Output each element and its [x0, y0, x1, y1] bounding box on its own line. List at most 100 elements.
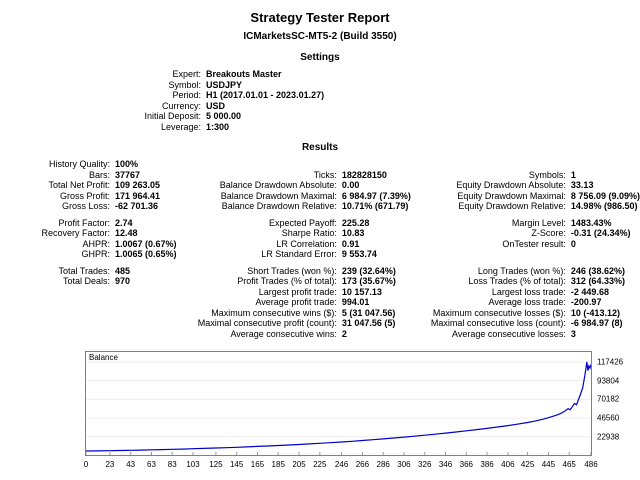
results-section-title: Results: [301, 142, 339, 153]
result-value: 239 (32.64%): [341, 265, 396, 276]
result-value: 0.00: [341, 180, 360, 190]
result-label: Largest loss trade:: [491, 286, 566, 297]
results-row: Average profit trade: 994.01 Average loss …: [8, 297, 640, 308]
x-axis-label: 23: [105, 460, 115, 469]
result-value: [115, 318, 193, 329]
result-value: 33.13: [570, 180, 594, 190]
result-label: Margin Level:: [511, 217, 566, 228]
result-value: 10.71% (671.79): [341, 201, 409, 211]
x-axis-label: 445: [541, 460, 556, 469]
result-value: 1.0065 (0.65%): [115, 249, 177, 259]
x-axis-label: 465: [562, 460, 576, 469]
result-value: [571, 159, 640, 170]
result-value: 171 964.41: [115, 190, 161, 201]
x-axis-label: 386: [480, 460, 494, 469]
result-value: [115, 297, 193, 308]
settings-row: Symbol: USDJPY: [88, 80, 324, 91]
result-value: -0.31 (24.34%): [570, 228, 631, 238]
result-value: 182828150: [341, 169, 387, 180]
result-label: Average profit trade:: [255, 297, 337, 307]
result-label: OnTester result:: [502, 238, 566, 249]
results-row: Gross Profit: 171 964.41 Balance Drawdown …: [8, 191, 640, 202]
chart-legend-balance: Balance: [89, 353, 118, 362]
x-axis-label: 125: [209, 460, 223, 469]
result-value: [342, 159, 431, 170]
result-label: Sharpe Ratio:: [281, 228, 337, 238]
result-label: LR Standard Error:: [261, 249, 337, 259]
result-value: 37767: [115, 169, 141, 180]
result-label: Balance Drawdown Relative:: [221, 201, 337, 211]
setting-value: H1 (2017.01.01 - 2023.01.27): [206, 90, 325, 100]
result-label: Average loss trade:: [488, 297, 566, 307]
result-value: -62 701.36: [115, 201, 159, 211]
setting-value: USDJPY: [206, 79, 243, 90]
result-label: Total Deals:: [62, 276, 111, 286]
x-axis-label: 83: [167, 460, 177, 469]
x-axis-label: 225: [313, 460, 327, 469]
result-label: Expected Payoff:: [268, 217, 337, 228]
result-label: Maximum consecutive losses ($):: [432, 307, 566, 318]
result-label: Maximal consecutive loss (count):: [430, 318, 566, 328]
setting-label: Expert:: [172, 69, 201, 79]
setting-value: 5 000.00: [206, 111, 242, 121]
result-value: 173 (35.67%): [341, 276, 396, 286]
settings-section-title: Settings: [300, 52, 340, 63]
results-row: Profit Factor: 2.74 Expected Payoff: 225.28…: [8, 218, 640, 229]
x-axis-label: 266: [355, 460, 370, 469]
result-value: -2 449.68: [570, 286, 609, 297]
balance-curve: [86, 361, 591, 455]
result-label: Recovery Factor:: [41, 228, 111, 238]
result-label: [8, 308, 115, 319]
results-row: AHPR: 1.0067 (0.67%) LR Correlation: 0.91 On…: [8, 239, 640, 250]
results-row: Total Net Profit: 109 263.05 Balance Drawd…: [8, 180, 640, 191]
x-axis-label: 486: [584, 460, 598, 469]
x-axis-label: 43: [126, 460, 136, 469]
results-table: History Quality: 100% Bars: 37767 Ticks: 1828…: [8, 159, 640, 339]
result-label: [431, 159, 571, 170]
settings-row: Period: H1 (2017.01.01 - 2023.01.27): [88, 90, 324, 101]
y-axis-label: 70182: [597, 394, 620, 404]
result-value: 12.48: [115, 228, 138, 238]
results-row: Average consecutive wins: 2 Average consec…: [8, 329, 640, 340]
result-label: LR Correlation:: [276, 238, 337, 249]
result-value: [115, 308, 193, 319]
x-axis-label: 205: [292, 460, 306, 469]
result-label: [193, 159, 342, 170]
result-label: [8, 329, 115, 340]
result-label: [431, 249, 571, 260]
result-label: Symbols:: [528, 169, 566, 180]
result-value: -6 984.97 (8): [570, 318, 623, 328]
result-value: 1483.43%: [570, 217, 612, 228]
x-axis-label: 306: [397, 460, 411, 469]
setting-value: USD: [206, 100, 226, 111]
y-axis-label: 46560: [597, 413, 620, 423]
result-value: 246 (38.62%): [570, 265, 625, 276]
result-label: Maximum consecutive wins ($):: [211, 307, 337, 318]
setting-value: 1:300: [206, 121, 230, 132]
result-label: Equity Drawdown Relative:: [458, 201, 566, 211]
result-value: 0.91: [341, 238, 360, 249]
result-value: [115, 287, 193, 298]
result-label: Maximal consecutive profit (count):: [197, 318, 337, 328]
result-value: 225.28: [341, 217, 370, 228]
result-label: Short Trades (won %):: [247, 265, 337, 276]
result-value: 100%: [115, 159, 139, 169]
results-row: Gross Loss: -62 701.36 Balance Drawdown Re…: [8, 201, 640, 212]
setting-value: Breakouts Master: [206, 69, 282, 79]
result-label: Profit Trades (% of total):: [237, 276, 337, 286]
result-label: Total Net Profit:: [48, 180, 111, 190]
x-axis-label: 0: [83, 460, 89, 469]
result-value: 3: [570, 328, 576, 339]
result-value: -200.97: [570, 297, 602, 307]
x-axis-label: 406: [501, 460, 515, 469]
result-value: 14.98% (986.50): [570, 201, 638, 211]
result-value: 485: [115, 265, 131, 276]
results-row: Recovery Factor: 12.48 Sharpe Ratio: 10.83 Z…: [8, 228, 640, 239]
x-axis-label: 185: [271, 460, 285, 469]
result-value: 8 756.09 (9.09%): [570, 190, 640, 201]
setting-label: Symbol:: [168, 79, 201, 90]
setting-label: Currency:: [161, 100, 201, 111]
result-label: Gross Loss:: [62, 201, 111, 211]
x-axis-label: 326: [418, 460, 432, 469]
result-value: 1.0067 (0.67%): [115, 238, 177, 249]
